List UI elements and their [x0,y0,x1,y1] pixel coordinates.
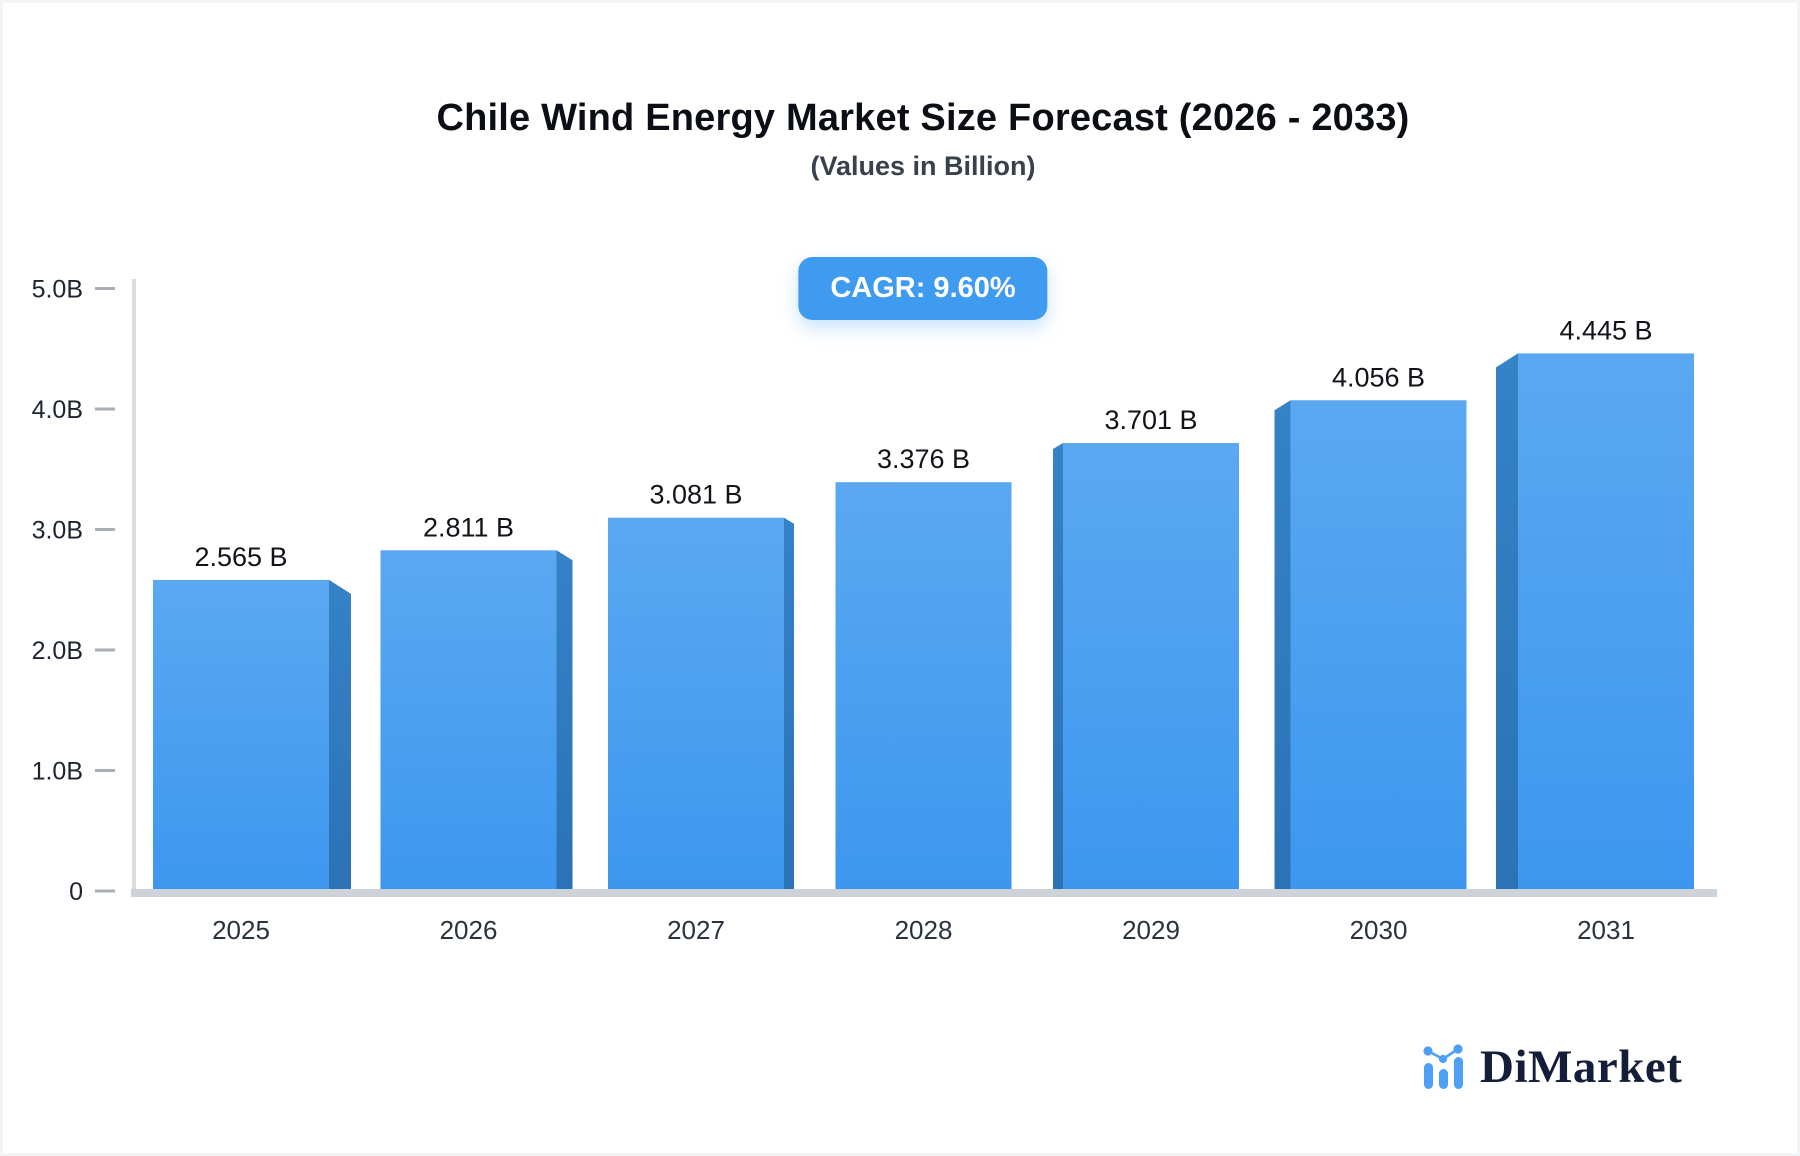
dimarket-logo-text: DiMarket [1480,1040,1683,1093]
x-axis-label: 2025 [212,915,270,945]
bar-value-label: 2.811 B [423,512,514,542]
y-axis-label: 2.0B [32,637,83,665]
y-axis-label: 4.0B [32,396,83,424]
y-axis-label: 1.0B [32,758,83,786]
bar-2028[interactable] [835,482,1012,889]
bar-value-label: 3.701 B [1104,405,1197,435]
x-axis-label: 2028 [895,915,953,945]
bar-chart: 0 1.0B 2.0B 3.0B 4.0B 5.0B 2.565 B 2025 2.811 B 2… [32,276,1717,945]
bar-2026[interactable] [380,550,557,889]
bar-value-label: 3.376 B [877,444,970,474]
x-axis-label: 2027 [667,915,725,945]
bar-side-face [329,579,351,889]
bar-2027[interactable] [608,517,784,889]
y-axis-label: 0 [69,878,83,906]
chart-subtitle: (Values in Billion) [810,151,1036,181]
bar-side-face [556,550,573,889]
bar-2029[interactable] [1063,443,1239,889]
bar-side-face [784,517,794,889]
bar-value-label: 2.565 B [194,542,287,572]
chart-title: Chile Wind Energy Market Size Forecast (… [436,97,1410,139]
x-axis-label: 2030 [1350,915,1408,945]
bar-value-label: 4.056 B [1332,362,1425,392]
x-axis-label: 2029 [1122,915,1180,945]
bar-value-label: 3.081 B [649,480,742,510]
bar-2031[interactable] [1518,353,1694,889]
x-axis-label: 2026 [440,915,498,945]
bar-side-face [1053,443,1063,889]
bar-side-face [1274,400,1291,889]
bar-value-label: 4.445 B [1559,315,1652,345]
bar-2030[interactable] [1290,400,1467,889]
bar-side-face [1496,353,1518,889]
bar-chart-sparkline-icon [1423,1044,1463,1089]
dimarket-logo: DiMarket [1422,1043,1682,1091]
cagr-badge: CAGR: 9.60% [798,257,1048,320]
y-axis-label: 3.0B [32,517,83,545]
y-axis-label: 5.0B [32,276,83,304]
bar-2025[interactable] [153,579,329,889]
x-axis-label: 2031 [1577,915,1635,945]
x-axis-baseline [131,889,1717,897]
